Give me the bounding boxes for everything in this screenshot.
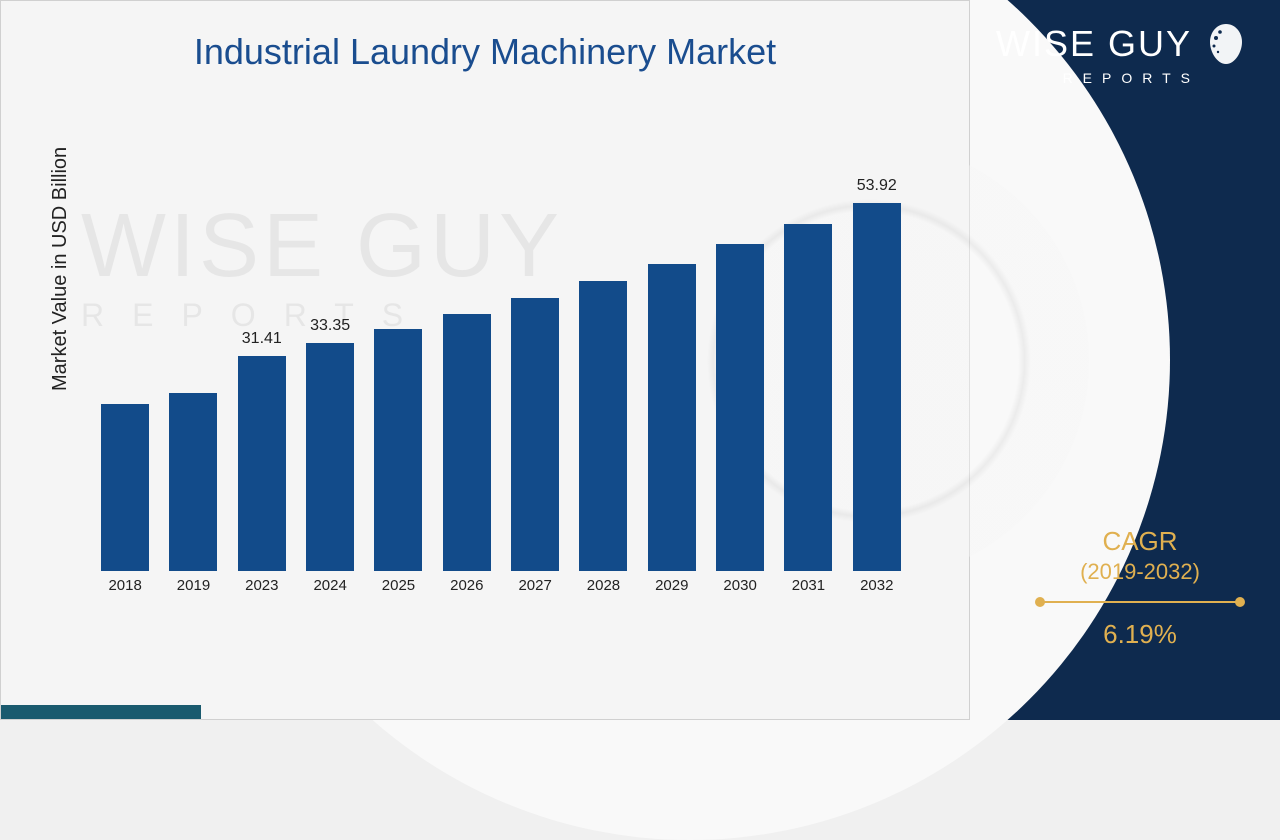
x-axis-labels: 2018 2019 2023 2024 2025 2026 2027 2028 2029 2030… xyxy=(91,577,911,601)
logo-main-row: WISE GUY xyxy=(996,20,1250,68)
bar xyxy=(238,356,286,571)
bottom-accent-bar xyxy=(1,705,201,719)
bar xyxy=(443,314,491,571)
x-axis-label: 2023 xyxy=(236,577,288,601)
bar-wrap xyxy=(441,314,493,571)
bar-chart: 31.41 33.35 53.92 2018 2019 2023 2024 2025 2026… xyxy=(91,161,911,601)
bar-wrap: 31.41 xyxy=(236,356,288,571)
bar xyxy=(716,244,764,571)
brand-logo: WISE GUY REPORTS xyxy=(996,20,1250,86)
bar-wrap: 33.35 xyxy=(304,343,356,571)
x-axis-label: 2027 xyxy=(509,577,561,601)
x-axis-label: 2029 xyxy=(646,577,698,601)
x-axis-label: 2025 xyxy=(372,577,424,601)
main-chart-area: WISE GUY REPORTS Industrial Laundry Mach… xyxy=(0,0,970,720)
cagr-divider-icon xyxy=(1040,601,1240,603)
x-axis-label: 2031 xyxy=(782,577,834,601)
x-axis-label: 2028 xyxy=(577,577,629,601)
bar xyxy=(511,298,559,571)
x-axis-label: 2032 xyxy=(851,577,903,601)
x-axis-label: 2030 xyxy=(714,577,766,601)
bar xyxy=(306,343,354,571)
bar xyxy=(579,281,627,571)
bar xyxy=(169,393,217,571)
logo-text: WISE GUY xyxy=(996,23,1192,65)
bar-value-label: 53.92 xyxy=(857,177,897,195)
bar-wrap xyxy=(646,264,698,572)
bar xyxy=(374,329,422,571)
bar-wrap xyxy=(509,298,561,571)
x-axis-label: 2026 xyxy=(441,577,493,601)
bar-wrap xyxy=(714,244,766,571)
chart-title: Industrial Laundry Machinery Market xyxy=(194,31,776,73)
bar-value-label: 31.41 xyxy=(242,330,282,348)
bar-wrap xyxy=(99,404,151,571)
x-axis-label: 2019 xyxy=(167,577,219,601)
bar-wrap xyxy=(167,393,219,571)
bar xyxy=(101,404,149,571)
cagr-range: (2019-2032) xyxy=(1040,559,1240,585)
bar-wrap xyxy=(782,224,834,571)
bar xyxy=(853,203,901,571)
cagr-title: CAGR xyxy=(1040,526,1240,557)
x-axis-label: 2024 xyxy=(304,577,356,601)
x-axis-label: 2018 xyxy=(99,577,151,601)
logo-head-icon xyxy=(1202,20,1250,68)
bar-value-label: 33.35 xyxy=(310,317,350,335)
bar xyxy=(784,224,832,571)
logo-subtext: REPORTS xyxy=(996,70,1200,86)
bar-wrap xyxy=(577,281,629,571)
bar-wrap xyxy=(372,329,424,571)
bars-container: 31.41 33.35 53.92 xyxy=(91,161,911,571)
bar xyxy=(648,264,696,572)
bar-wrap: 53.92 xyxy=(851,203,903,571)
cagr-value: 6.19% xyxy=(1040,619,1240,650)
cagr-block: CAGR (2019-2032) 6.19% xyxy=(1040,526,1240,650)
y-axis-label: Market Value in USD Billion xyxy=(49,147,72,391)
